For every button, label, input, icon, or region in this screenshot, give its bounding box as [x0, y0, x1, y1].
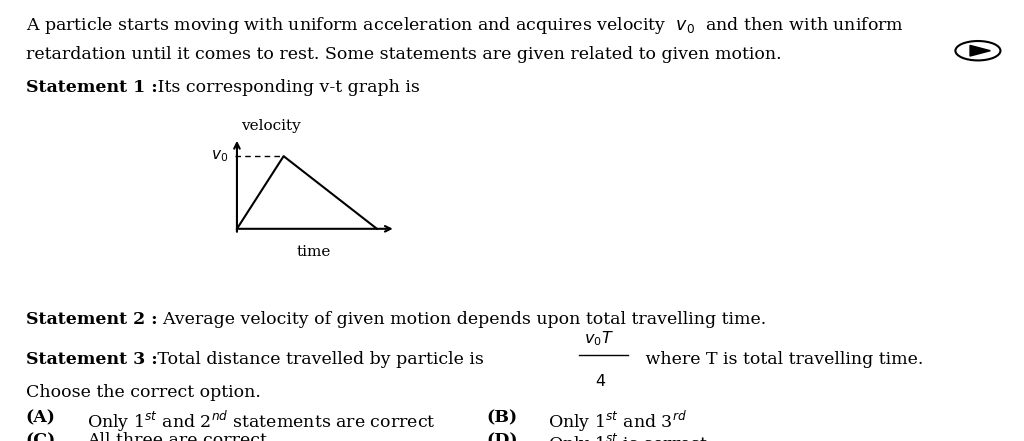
Text: retardation until it comes to rest. Some statements are given related to given m: retardation until it comes to rest. Some… [26, 46, 781, 64]
Text: Its corresponding v-t graph is: Its corresponding v-t graph is [152, 79, 420, 97]
Text: velocity: velocity [241, 119, 300, 133]
Text: Average velocity of given motion depends upon total travelling time.: Average velocity of given motion depends… [152, 311, 766, 328]
Text: Total distance travelled by particle is: Total distance travelled by particle is [152, 351, 488, 368]
Text: $v_0 T$: $v_0 T$ [584, 330, 613, 348]
Text: (C): (C) [26, 432, 56, 441]
Text: (D): (D) [486, 432, 518, 441]
Text: Statement 2 :: Statement 2 : [26, 311, 158, 328]
Text: All three are correct: All three are correct [87, 432, 267, 441]
Text: Statement 3 :: Statement 3 : [26, 351, 158, 368]
Text: A particle starts moving with uniform acceleration and acquires velocity  $v_0$ : A particle starts moving with uniform ac… [26, 15, 903, 37]
Text: Only 1$^{st}$ and 2$^{nd}$ statements are correct: Only 1$^{st}$ and 2$^{nd}$ statements ar… [87, 409, 435, 434]
Text: where T is total travelling time.: where T is total travelling time. [640, 351, 924, 368]
Text: $4$: $4$ [595, 373, 606, 390]
Text: Only 1$^{st}$ is correct: Only 1$^{st}$ is correct [548, 432, 708, 441]
Text: time: time [297, 245, 331, 259]
Text: (A): (A) [26, 409, 55, 426]
Text: Statement 1 :: Statement 1 : [26, 79, 158, 97]
Text: Choose the correct option.: Choose the correct option. [26, 384, 260, 401]
Text: $v_0$: $v_0$ [211, 148, 228, 164]
Text: (B): (B) [486, 409, 517, 426]
Polygon shape [970, 45, 990, 56]
Text: Only 1$^{st}$ and 3$^{rd}$: Only 1$^{st}$ and 3$^{rd}$ [548, 409, 687, 434]
